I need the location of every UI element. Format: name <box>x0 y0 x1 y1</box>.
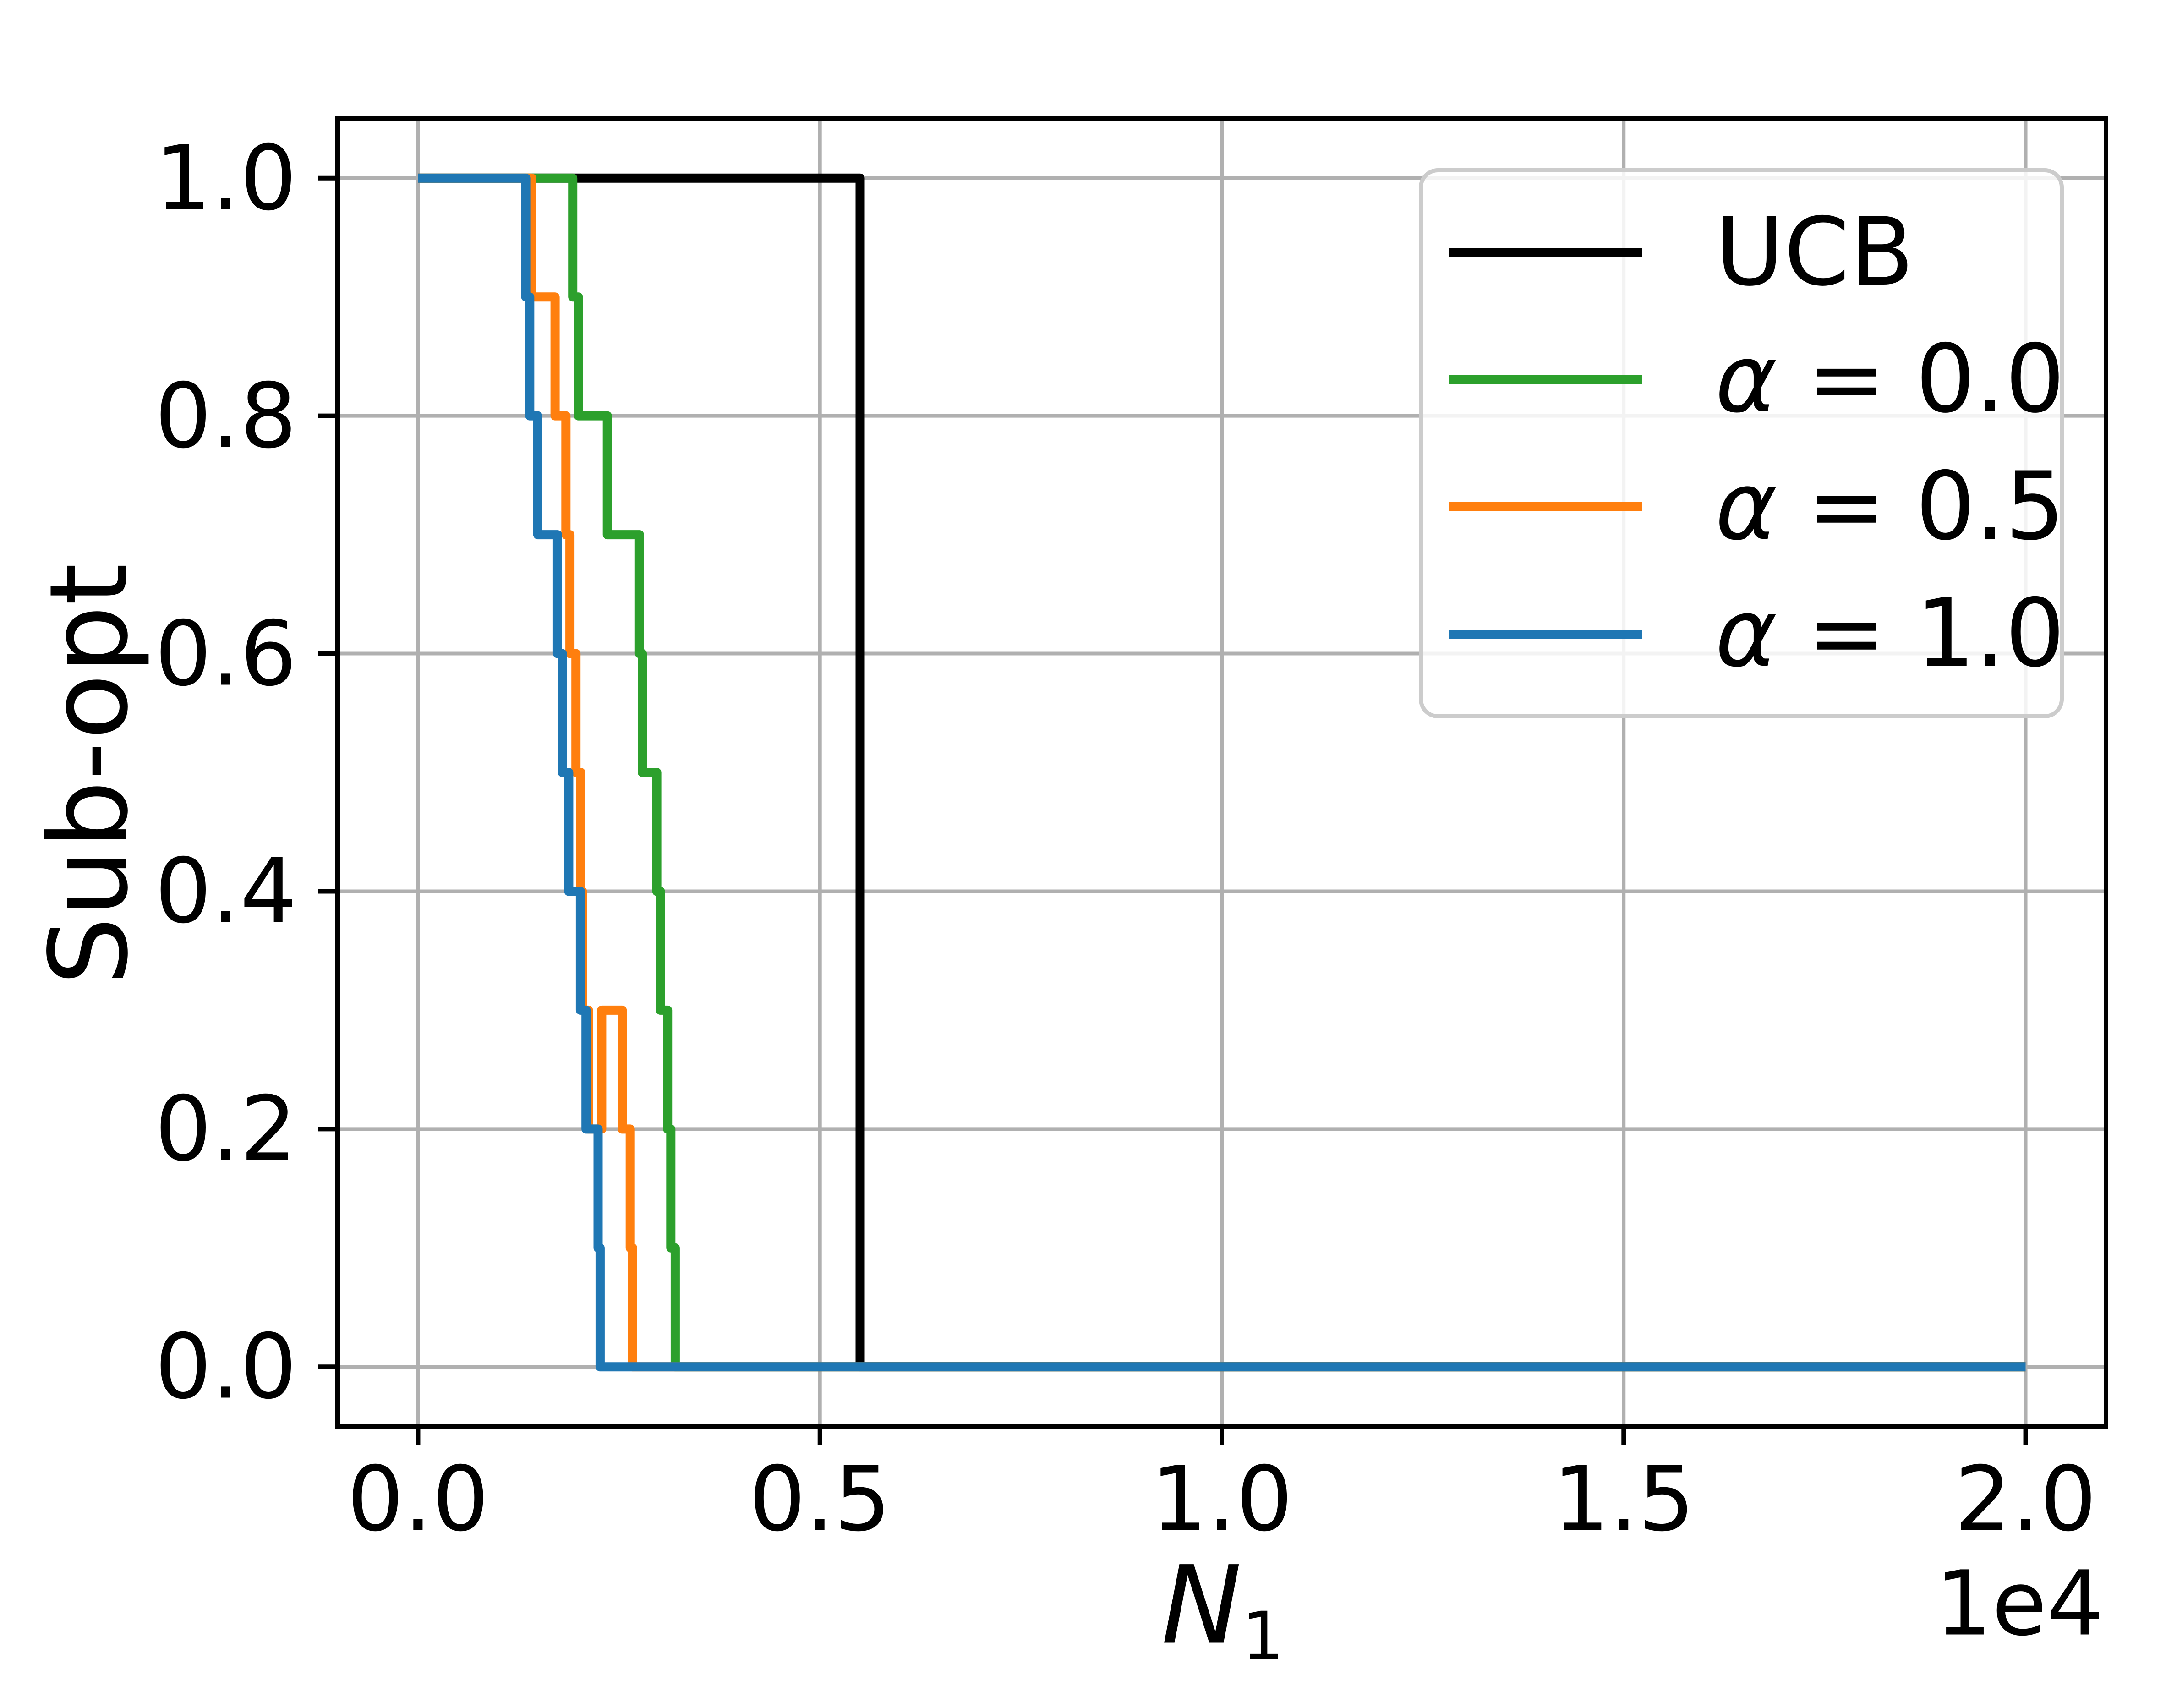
legend-label-alpha-1-0: α = 1.0 <box>1715 587 2065 681</box>
legend: UCB α = 0.0 α = 0.5 α = 1.0 <box>1419 168 2065 718</box>
y-tick-label: 0.4 <box>154 839 297 943</box>
legend-line-sample-alpha-0-0 <box>1449 375 1642 384</box>
x-tick-label: 0.5 <box>749 1447 891 1551</box>
x-axis-label-subscript: 1 <box>1242 1598 1285 1675</box>
legend-row-alpha-1-0: α = 1.0 <box>1423 587 2065 681</box>
legend-row-alpha-0-0: α = 0.0 <box>1423 333 2065 427</box>
legend-label-alpha-0-5: α = 0.5 <box>1715 460 2065 554</box>
legend-line-sample-alpha-0-5 <box>1449 502 1642 512</box>
legend-label-text: = 0.0 <box>1777 325 2065 434</box>
x-axis-label: N1 <box>1161 1552 1285 1670</box>
y-tick-label: 0.0 <box>154 1314 297 1419</box>
legend-label-alpha-0-0: α = 0.0 <box>1715 333 2065 427</box>
legend-row-alpha-0-5: α = 0.5 <box>1423 460 2065 554</box>
y-tick-label: 1.0 <box>154 126 297 230</box>
x-tick-label: 2.0 <box>1954 1447 2097 1551</box>
legend-label-symbol: α <box>1715 452 1778 561</box>
legend-label-ucb: UCB <box>1715 205 1914 300</box>
legend-label-text: UCB <box>1715 197 1914 307</box>
curve-alpha-1-0 <box>418 173 2026 1372</box>
y-tick-label: 0.8 <box>154 364 297 468</box>
legend-line-sample-ucb <box>1449 248 1642 257</box>
y-tick-label: 0.2 <box>154 1077 297 1181</box>
axis-scale-offset-label: 1e4 <box>1935 1551 2104 1656</box>
x-tick-label: 1.5 <box>1553 1447 1695 1551</box>
x-axis-label-symbol: N <box>1161 1543 1242 1669</box>
legend-label-symbol: α <box>1715 579 1778 689</box>
legend-label-text: = 1.0 <box>1777 579 2065 689</box>
y-axis-label: Sub-opt <box>27 563 152 985</box>
legend-label-text: = 0.5 <box>1777 452 2065 561</box>
y-tick-label: 0.6 <box>154 602 297 706</box>
legend-line-sample-alpha-1-0 <box>1449 629 1642 639</box>
legend-row-ucb: UCB <box>1423 205 2060 300</box>
curve-alpha-0-0 <box>418 173 2026 1372</box>
x-tick-label: 0.0 <box>347 1447 489 1551</box>
x-tick-label: 1.0 <box>1150 1447 1293 1551</box>
legend-label-symbol: α <box>1715 325 1778 434</box>
